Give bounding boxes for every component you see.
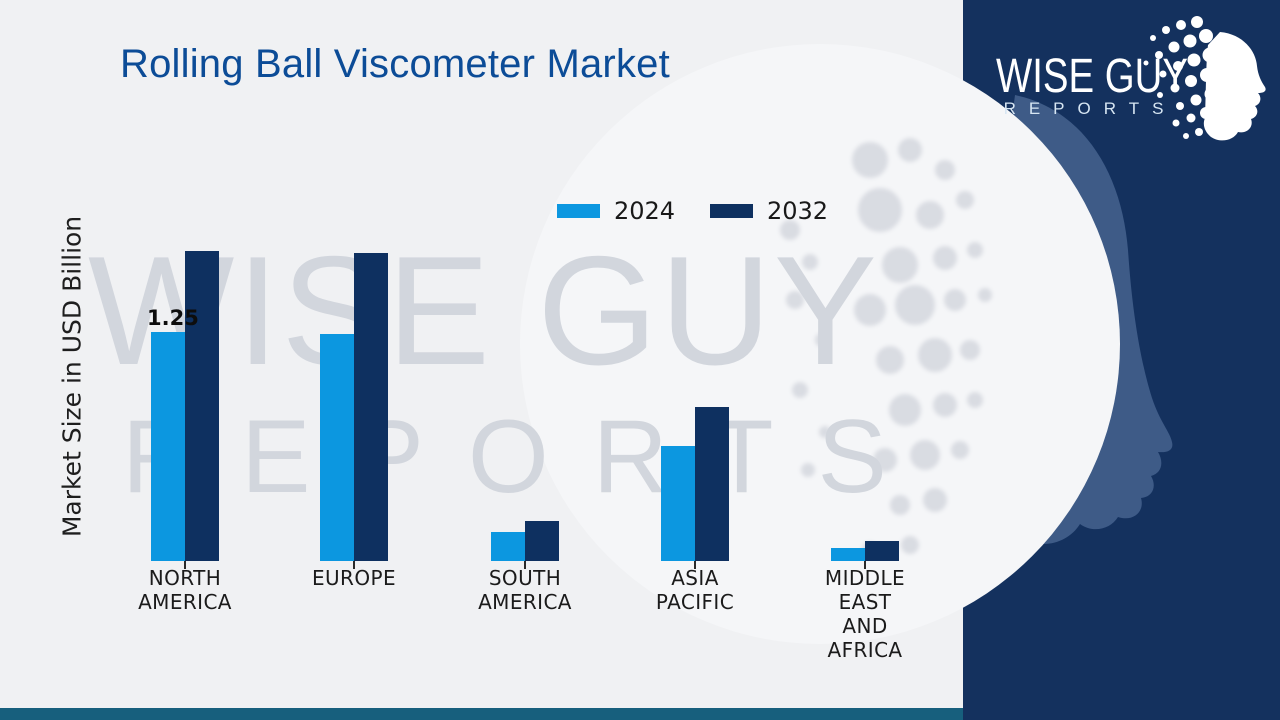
x-axis-tick — [524, 561, 526, 569]
legend-swatch-2024-icon — [557, 204, 600, 218]
legend-item-2024: 2024 — [557, 197, 675, 225]
bar-europe-2024 — [320, 334, 354, 561]
bar-middle-east-and-africa-2024 — [831, 548, 865, 561]
logo-face-icon — [1203, 32, 1266, 141]
bar-asia-pacific-2032 — [695, 407, 729, 561]
bar-value-label: 1.25 — [147, 306, 199, 330]
x-axis-tick — [353, 561, 355, 569]
legend-swatch-2032-icon — [710, 204, 753, 218]
bar-europe-2032 — [354, 253, 388, 561]
x-axis-tick — [184, 561, 186, 569]
x-axis-tick — [694, 561, 696, 569]
category-label-asia-pacific: ASIA PACIFIC — [655, 566, 735, 614]
bar-south-america-2032 — [525, 521, 559, 561]
watermark-wiseguy: WISE GUY — [88, 224, 880, 397]
category-label-north-america: NORTH AMERICA — [138, 566, 232, 614]
bar-asia-pacific-2024 — [661, 446, 695, 561]
gray-dots-pattern-icon — [780, 138, 992, 558]
y-axis-label: Market Size in USD Billion — [57, 215, 87, 538]
watermark-reports: REPORTS — [122, 399, 931, 515]
bottom-strip — [0, 708, 963, 720]
legend-item-2032: 2032 — [710, 197, 828, 225]
x-axis-tick — [864, 561, 866, 569]
category-label-europe: EUROPE — [311, 566, 396, 590]
bar-middle-east-and-africa-2032 — [865, 541, 899, 561]
bar-south-america-2024 — [491, 532, 525, 561]
logo-wordmark: WISE GUY — [996, 50, 1189, 103]
bar-north-america-2024 — [151, 332, 185, 561]
category-label-south-america: SOUTH AMERICA — [478, 566, 572, 614]
page-title: Rolling Ball Viscometer Market — [120, 42, 670, 86]
logo-subtitle: REPORTS — [1003, 99, 1177, 118]
legend-label-2024: 2024 — [614, 197, 676, 225]
legend-label-2032: 2032 — [767, 197, 829, 225]
category-label-middle-east-and-africa: MIDDLE EAST AND AFRICA — [824, 566, 906, 662]
bar-north-america-2032 — [185, 251, 219, 561]
